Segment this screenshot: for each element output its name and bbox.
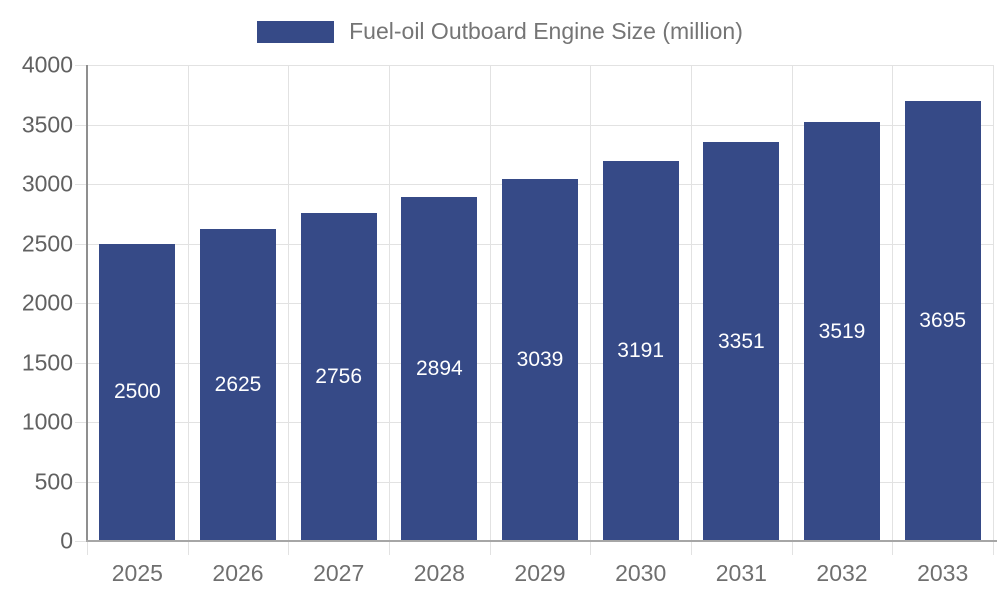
gridline-h bbox=[87, 65, 993, 66]
x-tick-label: 2026 bbox=[212, 560, 264, 586]
bar-value-label: 3039 bbox=[516, 348, 564, 372]
x-tick-label: 2028 bbox=[413, 560, 465, 586]
x-tick-label: 2032 bbox=[816, 560, 868, 586]
gridline-v bbox=[389, 65, 390, 541]
bar-value-label: 2500 bbox=[113, 380, 161, 404]
y-axis-tick bbox=[75, 303, 87, 304]
bar bbox=[904, 101, 981, 541]
y-tick-label: 2500 bbox=[21, 230, 73, 256]
gridline-v bbox=[288, 65, 290, 541]
y-axis-tick bbox=[75, 243, 87, 245]
y-tick-label: 4000 bbox=[21, 51, 73, 78]
bar-value-label: 2894 bbox=[415, 356, 463, 380]
x-tick-label: 2030 bbox=[615, 560, 667, 586]
y-axis-tick bbox=[75, 362, 87, 364]
y-tick-label: 2000 bbox=[21, 289, 73, 316]
bar bbox=[502, 179, 578, 541]
y-tick-label: 500 bbox=[34, 468, 73, 494]
y-tick-label: 1000 bbox=[21, 408, 73, 435]
x-axis-tick bbox=[489, 541, 491, 555]
bar bbox=[300, 213, 377, 541]
y-tick-label: 3500 bbox=[21, 111, 73, 137]
legend-label: Fuel-oil Outboard Engine Size (million) bbox=[349, 18, 743, 44]
x-axis-tick bbox=[691, 541, 692, 555]
legend-swatch bbox=[257, 20, 335, 43]
bar bbox=[804, 122, 880, 541]
y-tick-label: 3000 bbox=[21, 170, 73, 197]
x-axis-tick bbox=[791, 541, 793, 555]
x-tick-label: 2031 bbox=[715, 560, 767, 586]
y-axis-tick bbox=[75, 124, 87, 126]
bar-value-label: 3351 bbox=[717, 329, 765, 353]
x-axis-tick bbox=[993, 541, 994, 555]
x-tick-label: 2029 bbox=[514, 560, 566, 586]
y-axis-tick bbox=[75, 481, 87, 483]
x-axis-tick bbox=[288, 541, 290, 555]
gridline-v bbox=[892, 65, 894, 541]
x-axis-tick bbox=[389, 541, 390, 555]
x-tick-label: 2033 bbox=[917, 560, 969, 586]
bar bbox=[99, 243, 176, 541]
bar-value-label: 3519 bbox=[818, 319, 866, 343]
gridline-v bbox=[590, 65, 592, 541]
x-axis-line bbox=[86, 540, 997, 542]
x-axis-tick bbox=[187, 541, 189, 555]
y-axis-tick bbox=[75, 422, 87, 423]
bar bbox=[401, 196, 478, 541]
x-tick-label: 2025 bbox=[111, 560, 163, 586]
gridline-v bbox=[791, 65, 793, 541]
bar-value-label: 2756 bbox=[315, 365, 363, 389]
y-axis-tick bbox=[75, 65, 87, 66]
bar-value-label: 3695 bbox=[919, 309, 967, 333]
bar-value-label: 3191 bbox=[617, 339, 665, 363]
y-axis-tick bbox=[75, 541, 87, 542]
bar bbox=[703, 142, 780, 541]
y-axis-tick bbox=[75, 184, 87, 185]
bar bbox=[602, 161, 679, 541]
bar bbox=[200, 228, 276, 541]
y-tick-label: 0 bbox=[60, 527, 73, 554]
x-axis-tick bbox=[590, 541, 592, 555]
gridline-v bbox=[691, 65, 692, 541]
x-axis-tick bbox=[87, 541, 88, 555]
y-axis-line bbox=[86, 65, 88, 542]
x-tick-label: 2027 bbox=[313, 560, 365, 586]
x-axis-tick bbox=[892, 541, 894, 555]
bar-value-label: 2625 bbox=[214, 372, 262, 396]
gridline-v bbox=[187, 65, 189, 541]
gridline-v bbox=[993, 65, 994, 541]
y-tick-label: 1500 bbox=[21, 349, 73, 375]
gridline-v bbox=[489, 65, 491, 541]
gridline-h bbox=[87, 124, 993, 126]
legend: Fuel-oil Outboard Engine Size (million) bbox=[0, 18, 1000, 45]
